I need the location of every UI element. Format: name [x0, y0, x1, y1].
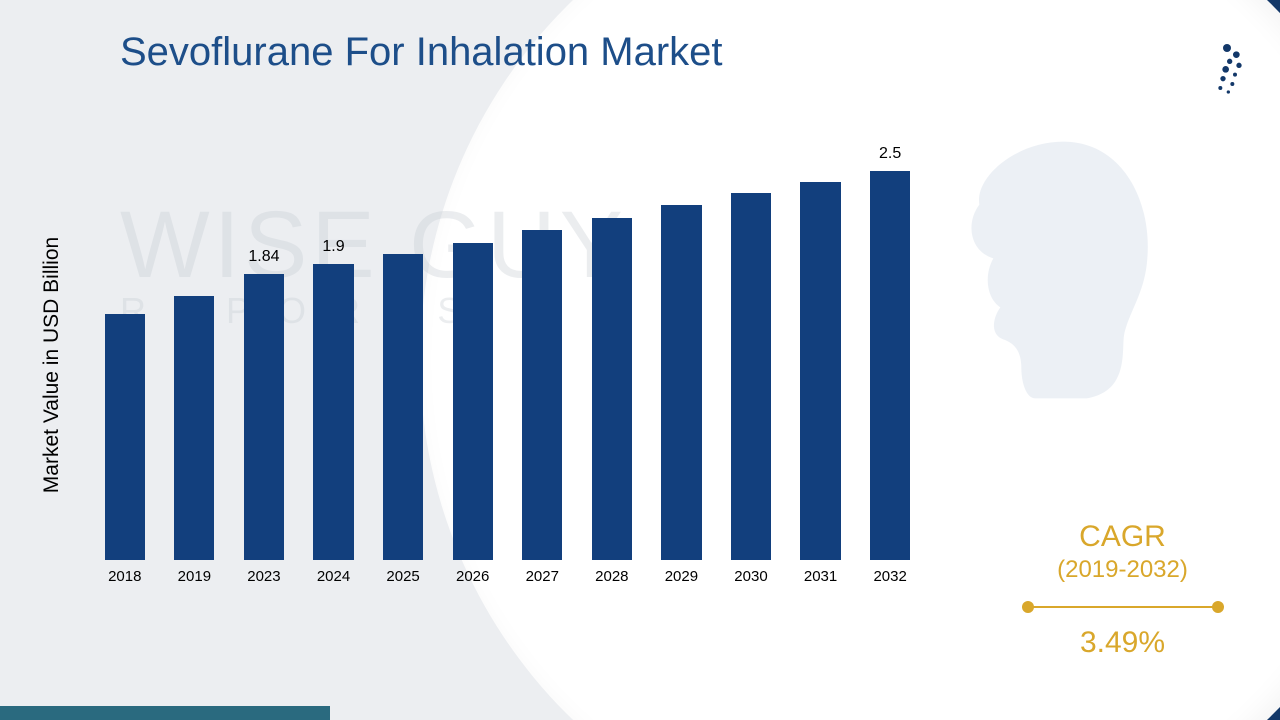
y-axis-label: Market Value in USD Billion [40, 237, 64, 493]
bar [383, 254, 423, 560]
cagr-range: (2019-2032) [1005, 556, 1240, 584]
bar-wrap: 2.5 [864, 145, 916, 560]
bar-wrap [725, 167, 777, 560]
bar-wrap [516, 204, 568, 560]
infographic-stage: WISE GUY REPORTS Sevoflurane For Inhalat… [0, 0, 1280, 720]
x-tick-label: 2018 [99, 562, 151, 590]
chart-title: Sevoflurane For Inhalation Market [120, 30, 723, 75]
chart-area: WISE GUY REPORTS Market Value in USD Bil… [40, 140, 920, 590]
bar [174, 296, 214, 560]
bar-wrap [656, 179, 708, 560]
x-tick-label: 2027 [516, 562, 568, 590]
bars-container: 1.84 1.9 2.5 [95, 140, 920, 560]
cagr-value: 3.49% [1005, 626, 1240, 660]
bar [453, 243, 493, 560]
x-tick-label: 2029 [656, 562, 708, 590]
x-tick-label: 2019 [169, 562, 221, 590]
bar [522, 230, 562, 560]
bar-wrap [99, 288, 151, 560]
plot-region: 1.84 1.9 2.5 [95, 140, 920, 560]
bar-wrap [447, 217, 499, 560]
bar [592, 218, 632, 560]
cagr-block: CAGR (2019-2032) 3.49% [1005, 520, 1240, 660]
bar-wrap [377, 228, 429, 560]
bar [870, 171, 910, 560]
x-tick-label: 2030 [725, 562, 777, 590]
bar [661, 205, 701, 560]
bar [800, 182, 840, 560]
logo-main-text: WISE GUY [988, 41, 1166, 75]
logo-sub-text: REPORTS [988, 79, 1166, 96]
bar-wrap: 1.84 [238, 248, 290, 560]
bar-wrap [795, 156, 847, 560]
x-tick-label: 2024 [308, 562, 360, 590]
x-tick-label: 2028 [586, 562, 638, 590]
x-tick-label: 2032 [864, 562, 916, 590]
bar-wrap [169, 270, 221, 560]
x-tick-label: 2026 [447, 562, 499, 590]
bar-wrap [586, 192, 638, 560]
cagr-label: CAGR [1005, 520, 1240, 554]
bar-value-label: 1.9 [322, 238, 344, 258]
bottom-accent-bar [0, 706, 330, 720]
bar-value-label: 1.84 [248, 248, 279, 268]
x-ticks: 2018 2019 2023 2024 2025 2026 2027 2028 2029 2030… [95, 562, 920, 590]
logo-head-icon [1180, 28, 1250, 108]
cagr-divider [1028, 606, 1218, 608]
brand-logo: WISE GUY REPORTS [988, 28, 1250, 108]
bar [731, 193, 771, 560]
x-tick-label: 2025 [377, 562, 429, 590]
bar-wrap: 1.9 [308, 238, 360, 560]
watermark-head-icon [920, 130, 1160, 410]
bar [244, 274, 284, 560]
bar-value-label: 2.5 [879, 145, 901, 165]
bar [313, 264, 353, 560]
x-tick-label: 2031 [795, 562, 847, 590]
x-tick-label: 2023 [238, 562, 290, 590]
bar [105, 314, 145, 560]
